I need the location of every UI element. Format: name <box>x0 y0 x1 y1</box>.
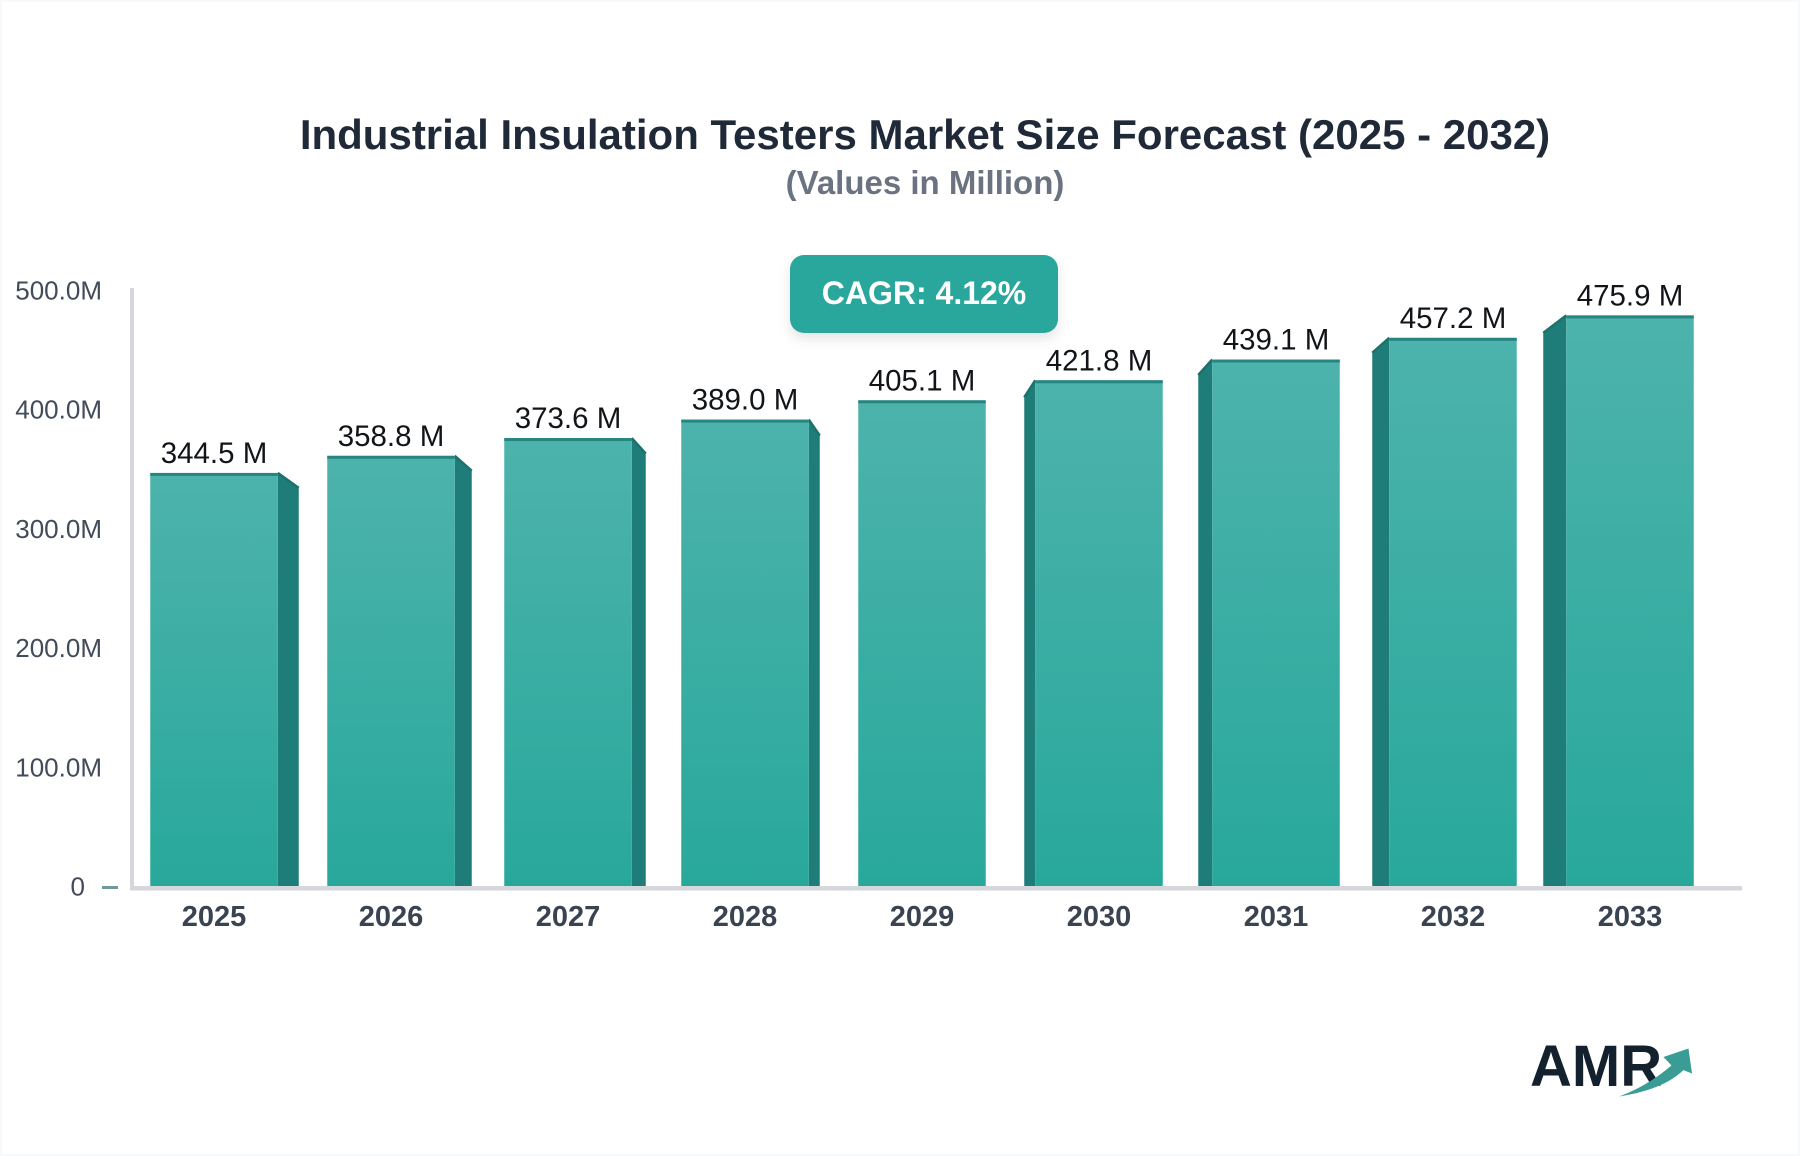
svg-text:2033: 2033 <box>1598 901 1663 933</box>
svg-text:2030: 2030 <box>1067 901 1132 933</box>
svg-text:2031: 2031 <box>1244 901 1309 933</box>
svg-text:439.1 M: 439.1 M <box>1223 324 1330 357</box>
svg-text:358.8 M: 358.8 M <box>338 420 445 453</box>
svg-text:405.1 M: 405.1 M <box>869 364 976 397</box>
svg-text:500.0M: 500.0M <box>15 276 102 306</box>
svg-text:2027: 2027 <box>536 901 601 933</box>
svg-text:0: 0 <box>71 872 85 902</box>
svg-text:421.8 M: 421.8 M <box>1046 344 1153 377</box>
svg-text:400.0M: 400.0M <box>15 395 102 425</box>
svg-text:344.5 M: 344.5 M <box>161 437 268 470</box>
svg-text:457.2 M: 457.2 M <box>1400 302 1507 335</box>
svg-text:389.0 M: 389.0 M <box>692 384 799 417</box>
svg-text:2032: 2032 <box>1421 901 1486 933</box>
svg-text:2026: 2026 <box>359 901 424 933</box>
svg-text:Industrial Insulation Testers: Industrial Insulation Testers Market Siz… <box>300 111 1550 158</box>
svg-text:CAGR: 4.12%: CAGR: 4.12% <box>822 275 1027 311</box>
svg-text:373.6 M: 373.6 M <box>515 402 622 435</box>
svg-text:2025: 2025 <box>182 901 247 933</box>
svg-text:(Values in Million): (Values in Million) <box>786 164 1065 201</box>
svg-text:2029: 2029 <box>890 901 955 933</box>
svg-text:200.0M: 200.0M <box>15 633 102 663</box>
svg-text:100.0M: 100.0M <box>15 752 102 782</box>
svg-text:475.9 M: 475.9 M <box>1577 279 1684 312</box>
svg-text:300.0M: 300.0M <box>15 514 102 544</box>
svg-text:2028: 2028 <box>713 901 778 933</box>
